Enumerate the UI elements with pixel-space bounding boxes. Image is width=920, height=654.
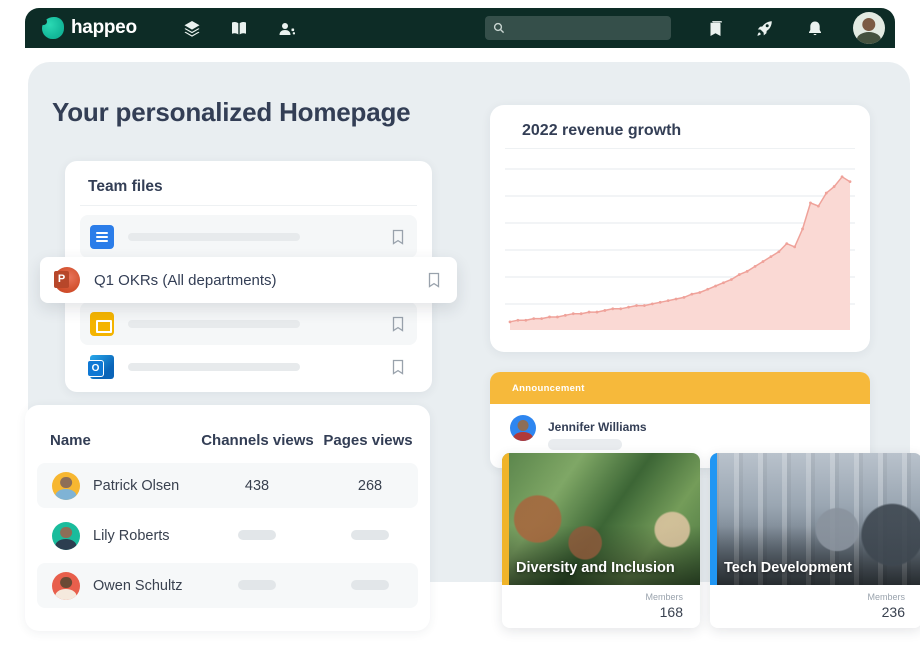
text-placeholder [128,232,300,241]
announcement-card[interactable]: Announcement Jennifer Williams [490,372,870,468]
stats-table-card: Name Channels views Pages views Patrick … [25,405,430,631]
channel-card-diversity[interactable]: Diversity and Inclusion Members 168 [502,453,700,628]
google-docs-icon [90,224,114,249]
file-row-outlook[interactable] [80,345,417,388]
powerpoint-icon [54,267,80,293]
table-row[interactable]: Lily Roberts [37,513,418,558]
pages-views-value: 268 [357,477,383,494]
channel-cover-image: Diversity and Inclusion [502,453,700,585]
divider [80,205,417,206]
notifications-bell-icon[interactable] [806,20,824,37]
avatar-head [862,17,876,32]
bookmark-icon[interactable] [391,359,405,375]
column-header-pages-views: Pages views [323,432,413,449]
pages-layers-icon[interactable] [183,20,201,37]
channel-accent-bar [502,453,509,585]
bookmark-icon[interactable] [391,316,405,332]
members-count: 168 [659,604,683,620]
team-files-card: Team files Q1 OKRs (All departments) [40,161,457,392]
file-label: Q1 OKRs (All departments) [94,271,277,289]
channel-card-tech[interactable]: Tech Development Members 236 [710,453,920,628]
happeo-logo-text: happeo [71,17,137,38]
channels-views-value: 438 [244,477,270,494]
channels-book-icon[interactable] [230,20,248,37]
avatar [52,571,80,600]
google-slides-icon [90,311,114,336]
divider [505,148,855,149]
text-placeholder [548,439,622,450]
channel-footer: Members 168 [502,585,700,628]
members-count: 236 [881,604,905,620]
channel-footer: Members 236 [710,585,920,628]
search-input[interactable] [511,22,663,34]
file-row-google-doc[interactable] [80,215,417,258]
file-row-google-slides[interactable] [80,302,417,345]
navbar-search [485,16,671,40]
announcement-badge: Announcement [512,382,585,394]
author-avatar [510,415,536,441]
rocket-icon[interactable] [756,20,774,37]
channel-cover-image: Tech Development [710,453,920,585]
avatar-body [856,32,882,44]
author-name: Jennifer Williams [548,420,647,434]
page-title: Your personalized Homepage [52,97,411,127]
top-navbar: happeo [25,8,895,48]
person-name: Owen Schultz [93,577,183,594]
channel-title: Diversity and Inclusion [516,560,675,576]
user-avatar[interactable] [853,12,885,44]
file-row-highlighted[interactable]: Q1 OKRs (All departments) [40,257,457,303]
text-placeholder [128,319,300,328]
value-placeholder [238,580,276,590]
people-icon[interactable] [278,20,296,37]
revenue-chart-card: 2022 revenue growth [490,105,870,352]
table-row[interactable]: Patrick Olsen 438 268 [37,463,418,508]
bookmarks-icon[interactable] [707,20,725,37]
bookmark-icon[interactable] [427,272,441,288]
team-files-title: Team files [88,178,163,195]
text-placeholder [128,362,300,371]
table-row[interactable]: Owen Schultz [37,563,418,608]
value-placeholder [351,580,389,590]
person-name: Lily Roberts [93,527,170,544]
announcement-header: Announcement [490,372,870,404]
column-header-channels-views: Channels views [201,432,314,449]
members-label: Members [645,592,683,602]
revenue-chart-svg [505,168,855,330]
person-name: Patrick Olsen [93,477,180,494]
bookmark-icon[interactable] [391,229,405,245]
search-icon [493,22,505,34]
outlook-icon [87,354,114,379]
happeo-logo[interactable]: happeo [40,16,137,40]
value-placeholder [351,530,389,540]
avatar [52,521,80,550]
chart-title: 2022 revenue growth [522,122,682,139]
members-label: Members [867,592,905,602]
avatar [52,471,80,500]
column-header-name: Name [50,432,91,449]
channel-accent-bar [710,453,717,585]
value-placeholder [238,530,276,540]
channel-title: Tech Development [724,560,852,576]
happeo-logo-icon [40,17,64,39]
